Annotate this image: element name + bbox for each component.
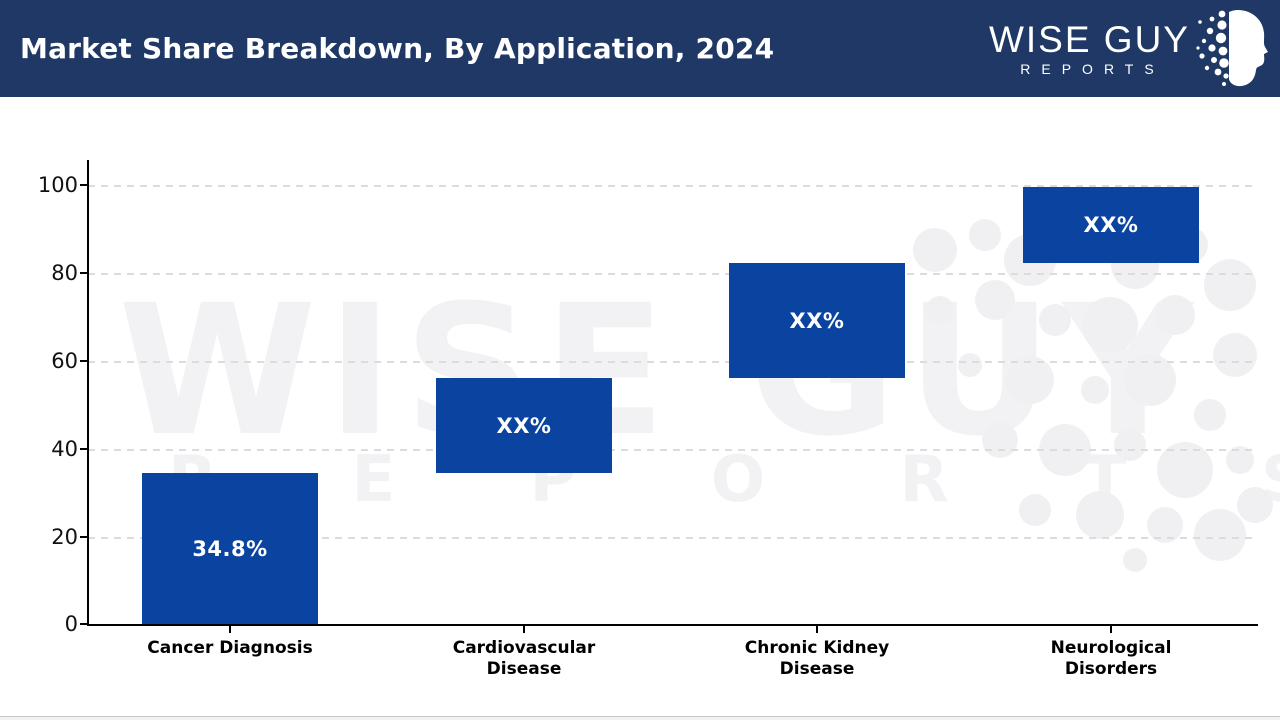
y-tick-label: 0 xyxy=(64,612,78,636)
y-tick-label: 40 xyxy=(51,437,78,461)
x-tick-mark xyxy=(816,626,818,633)
dotted-head-icon xyxy=(1196,9,1268,86)
bar-chronic-kidney-disease: XX% xyxy=(729,263,905,378)
gridline-80 xyxy=(88,273,1256,275)
y-tick-mark xyxy=(80,536,88,538)
bar-neurological-disorders: XX% xyxy=(1023,187,1199,263)
y-tick-label: 60 xyxy=(51,349,78,373)
y-tick-mark xyxy=(80,184,88,186)
bottom-background-strip xyxy=(0,717,1280,720)
x-category-label: Cardiovascular Disease xyxy=(452,638,596,680)
brand-logo: WISE GUY REPORTS xyxy=(989,6,1280,92)
y-tick-label: 20 xyxy=(51,525,78,549)
y-tick-label: 80 xyxy=(51,261,78,285)
x-category-label: Neurological Disorders xyxy=(1050,638,1172,680)
bar-value-label: XX% xyxy=(789,308,845,333)
header-bar: Market Share Breakdown, By Application, … xyxy=(0,0,1280,97)
y-tick-label: 100 xyxy=(37,173,78,197)
y-tick-mark xyxy=(80,272,88,274)
gridline-40 xyxy=(88,449,1256,451)
brand-logo-text: WISE GUY REPORTS xyxy=(989,21,1190,76)
brand-wordmark: WISE GUY xyxy=(988,19,1190,60)
x-tick-mark xyxy=(1110,626,1112,633)
x-category-label: Cancer Diagnosis xyxy=(147,638,313,658)
gridline-60 xyxy=(88,361,1256,363)
gridline-20 xyxy=(88,537,1256,539)
brand-tagline: REPORTS xyxy=(1020,61,1165,77)
chart-title: Market Share Breakdown, By Application, … xyxy=(20,32,775,65)
x-category-label: Chronic Kidney Disease xyxy=(744,638,890,680)
bottom-border xyxy=(0,716,1280,717)
y-axis-line xyxy=(87,160,89,626)
x-tick-mark xyxy=(229,626,231,633)
bar-value-label: XX% xyxy=(496,413,552,438)
y-tick-mark xyxy=(80,448,88,450)
y-tick-mark xyxy=(80,360,88,362)
bar-value-label: XX% xyxy=(1083,213,1139,237)
y-tick-mark xyxy=(80,623,88,625)
bar-value-label: 34.8% xyxy=(192,536,268,561)
gridline-100 xyxy=(88,185,1256,187)
bar-cancer-diagnosis: 34.8% xyxy=(142,473,318,624)
bar-cardiovascular-disease: XX% xyxy=(436,378,612,473)
x-tick-mark xyxy=(523,626,525,633)
x-axis-line xyxy=(87,624,1258,626)
